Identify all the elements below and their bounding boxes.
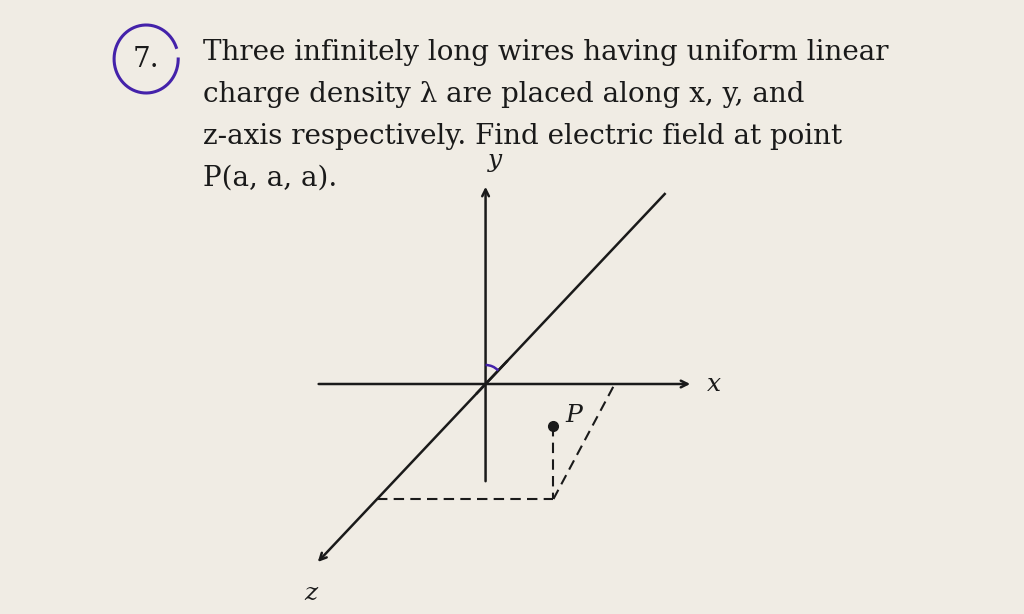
Text: P: P — [565, 405, 583, 427]
Text: z-axis respectively. Find electric field at point: z-axis respectively. Find electric field… — [203, 123, 842, 150]
Text: x: x — [708, 373, 721, 395]
Text: y: y — [487, 149, 502, 172]
Text: z: z — [304, 582, 317, 605]
Text: P(a, a, a).: P(a, a, a). — [203, 165, 337, 192]
Text: Three infinitely long wires having uniform linear: Three infinitely long wires having unifo… — [203, 39, 888, 66]
Text: 7.: 7. — [133, 45, 160, 72]
Text: charge density λ are placed along x, y, and: charge density λ are placed along x, y, … — [203, 81, 804, 108]
